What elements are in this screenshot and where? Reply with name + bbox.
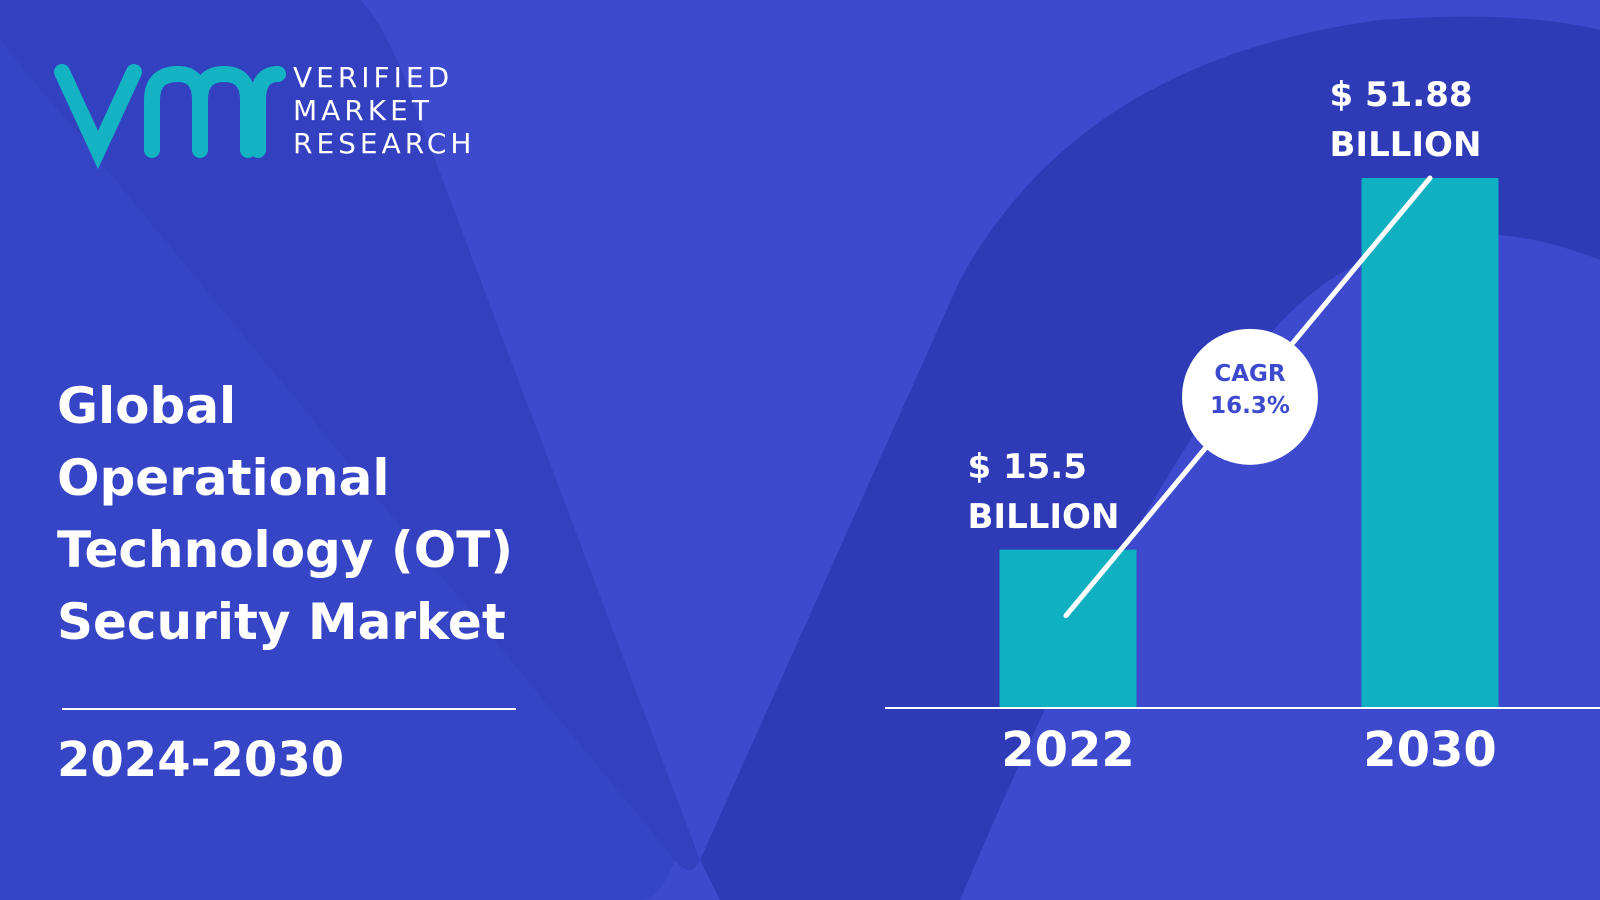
brand-text: MARKET xyxy=(293,94,433,127)
cagr-value: 16.3% xyxy=(1210,392,1290,419)
bar xyxy=(1361,178,1499,708)
chart-subtitle: 2024-2030 xyxy=(57,732,345,788)
cagr-label: CAGR xyxy=(1214,360,1286,387)
logo-r xyxy=(250,66,286,158)
brand-text: RESEARCH xyxy=(293,127,476,160)
value-label: $ 51.88 BILLION xyxy=(1329,75,1482,165)
x-tick-label: 2022 xyxy=(1001,722,1135,778)
bg-shape xyxy=(0,0,700,870)
logo-m xyxy=(144,65,256,158)
x-tick-label: 2030 xyxy=(1363,722,1497,778)
value-label: $ 15.5 BILLION xyxy=(967,446,1120,537)
bg-shape xyxy=(0,40,675,900)
cagr-badge xyxy=(1182,328,1318,465)
logo-v xyxy=(54,64,142,170)
brand-text: VERIFIED xyxy=(293,61,454,94)
bar xyxy=(999,549,1137,708)
chart-title: Global Operational Technology (OT) Secur… xyxy=(57,377,514,651)
logo xyxy=(54,64,286,170)
